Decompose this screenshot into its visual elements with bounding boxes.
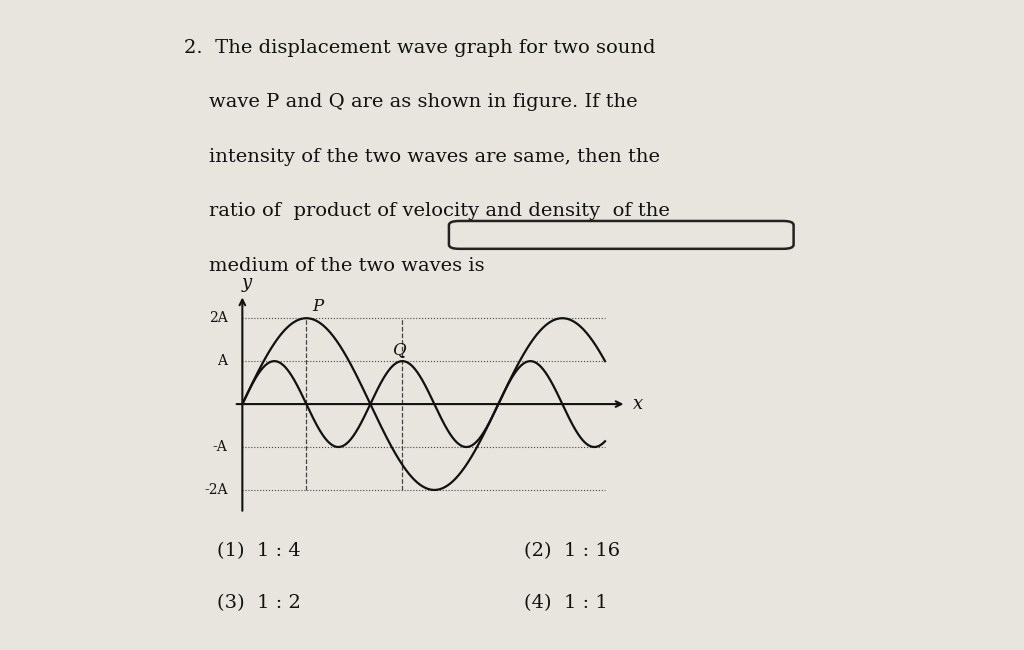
Text: (2)  1 : 16: (2) 1 : 16 [524, 542, 621, 560]
Text: x: x [633, 395, 643, 413]
Text: 2.  The displacement wave graph for two sound: 2. The displacement wave graph for two s… [184, 38, 655, 57]
Text: -A: -A [213, 440, 227, 454]
Text: wave P and Q are as shown in figure. If the: wave P and Q are as shown in figure. If … [184, 93, 638, 111]
Text: medium of the two waves is: medium of the two waves is [184, 257, 485, 275]
Text: 2A: 2A [209, 311, 227, 325]
Text: P: P [312, 298, 324, 315]
Text: (1)  1 : 4: (1) 1 : 4 [217, 542, 301, 560]
Text: Q: Q [393, 341, 407, 358]
Text: y: y [242, 274, 252, 292]
Text: (4)  1 : 1: (4) 1 : 1 [524, 594, 608, 612]
Text: intensity of the two waves are same, then the: intensity of the two waves are same, the… [184, 148, 660, 166]
Text: ratio of  product of velocity and density  of the: ratio of product of velocity and density… [184, 202, 670, 220]
Text: -2A: -2A [204, 483, 227, 497]
Text: (3)  1 : 2: (3) 1 : 2 [217, 594, 301, 612]
Text: A: A [217, 354, 227, 368]
